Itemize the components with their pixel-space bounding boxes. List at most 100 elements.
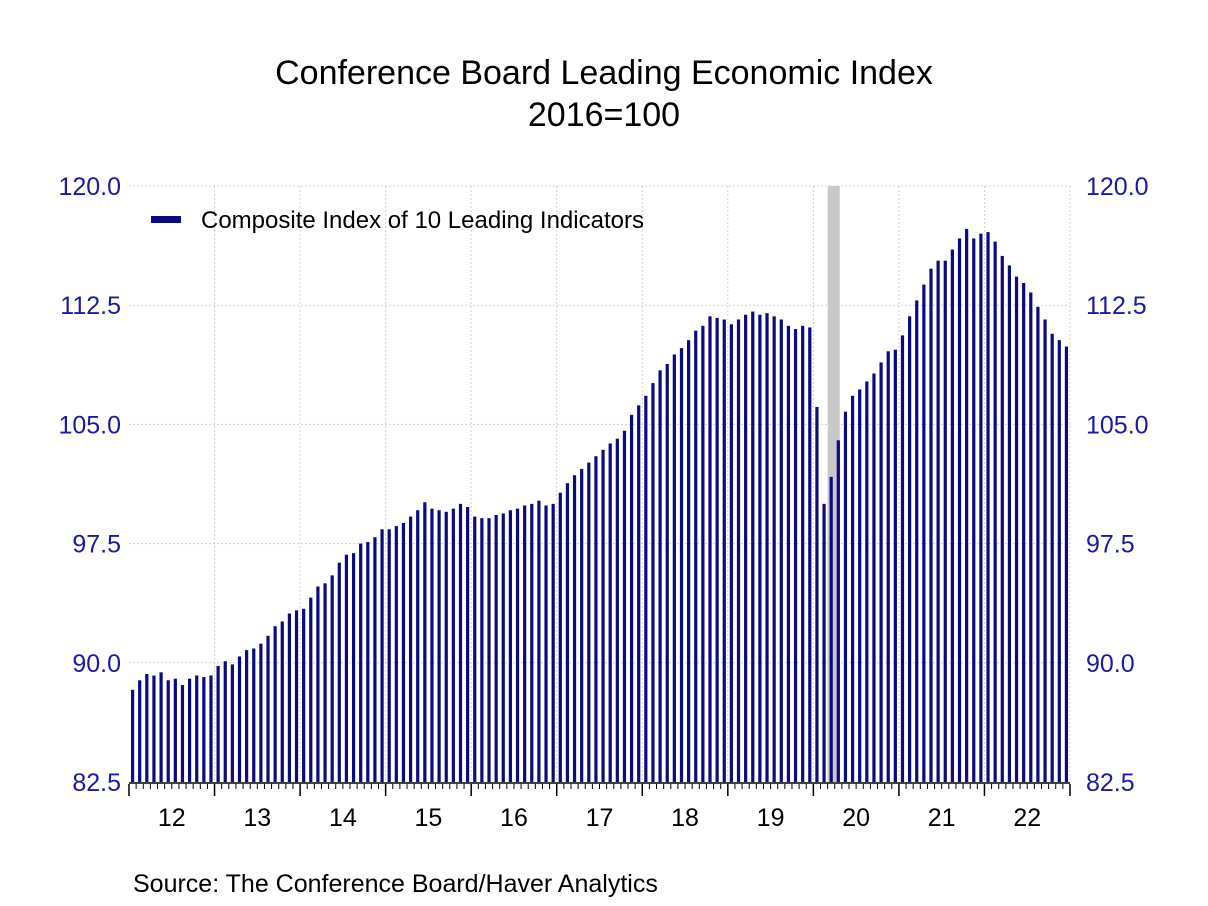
bar	[672, 354, 676, 782]
bar	[979, 233, 983, 782]
bar	[245, 650, 249, 782]
bar	[237, 656, 242, 782]
y-tick-label-left: 90.0	[72, 650, 121, 678]
bar	[736, 319, 741, 782]
bar	[1036, 306, 1040, 782]
y-tick-label-left: 105.0	[58, 411, 121, 439]
bar	[644, 395, 648, 782]
bar	[843, 411, 848, 782]
y-tick-label-left: 97.5	[72, 531, 121, 559]
bar	[558, 492, 562, 782]
bar	[316, 586, 320, 782]
x-tick-label: 14	[329, 804, 357, 832]
x-tick-label: 22	[1013, 804, 1041, 832]
bar	[815, 406, 819, 782]
bar	[972, 238, 976, 782]
bar	[715, 317, 719, 782]
bar	[195, 675, 199, 782]
bar	[202, 677, 206, 782]
bar	[451, 508, 455, 782]
bar	[466, 507, 470, 782]
legend: Composite Index of 10 Leading Indicators	[151, 207, 644, 234]
bar	[886, 351, 890, 782]
bar	[879, 362, 883, 782]
x-tick-label: 18	[671, 804, 699, 832]
bar	[957, 238, 962, 782]
bar	[637, 405, 641, 782]
bar	[786, 325, 791, 782]
bar	[615, 438, 619, 782]
bar	[608, 443, 612, 782]
bar	[530, 503, 534, 782]
bar	[380, 529, 384, 782]
bar	[437, 510, 441, 782]
bar	[330, 575, 334, 782]
bar	[1050, 333, 1054, 782]
bar	[580, 468, 584, 782]
bar	[601, 449, 605, 782]
bar	[394, 526, 398, 782]
bar	[323, 583, 327, 782]
y-tick-label-left: 120.0	[58, 173, 121, 201]
x-tick-label: 16	[500, 804, 528, 832]
bar	[729, 324, 733, 782]
bar	[793, 329, 798, 782]
bar	[266, 635, 270, 782]
bar	[965, 228, 969, 783]
bar	[180, 685, 185, 782]
bar	[587, 462, 591, 782]
bar	[900, 335, 905, 782]
bar	[622, 430, 627, 782]
bar	[629, 414, 634, 782]
bar	[344, 554, 349, 782]
x-tick-label: 19	[757, 804, 785, 832]
bar	[223, 661, 227, 782]
bar	[166, 680, 170, 782]
bar	[829, 476, 833, 782]
bar	[1064, 346, 1069, 782]
bar	[537, 500, 541, 782]
bar	[216, 665, 220, 782]
bar	[765, 313, 769, 782]
bar	[408, 516, 413, 782]
bar	[1043, 319, 1047, 782]
bar	[929, 268, 933, 782]
bar	[565, 483, 570, 782]
x-tick-label: 13	[243, 804, 271, 832]
bar	[508, 510, 512, 782]
axes: 82.5 82.5 90.0 90.0 97.5 97.5 105.0 105.0 112.5 1…	[58, 173, 1148, 832]
bar	[950, 249, 954, 782]
bar	[259, 643, 263, 782]
bar	[138, 680, 142, 782]
bar	[1000, 255, 1004, 782]
bar	[173, 678, 177, 782]
bar	[907, 316, 912, 782]
bar	[751, 311, 755, 782]
bar	[523, 505, 527, 782]
y-tick-label-left: 82.5	[72, 769, 121, 797]
x-tick-label: 21	[928, 804, 956, 832]
source-note: Source: The Conference Board/Haver Analy…	[133, 870, 658, 898]
legend-swatch	[151, 216, 181, 223]
gridlines	[129, 185, 1071, 782]
bar	[209, 675, 213, 782]
bar	[159, 672, 163, 782]
bar	[494, 514, 498, 782]
bar	[280, 621, 284, 782]
bar	[252, 648, 256, 782]
subtitle-line: 2016=100	[527, 96, 681, 134]
bar	[651, 383, 655, 782]
bar	[1014, 276, 1019, 782]
bar	[779, 319, 783, 782]
bar	[850, 395, 855, 782]
bar	[515, 508, 520, 782]
bar	[572, 475, 577, 782]
bar	[808, 327, 812, 782]
bar	[943, 260, 947, 782]
bar	[130, 689, 135, 782]
bar	[986, 232, 990, 782]
bar	[337, 562, 341, 782]
bar	[487, 518, 491, 782]
bar	[551, 503, 555, 782]
